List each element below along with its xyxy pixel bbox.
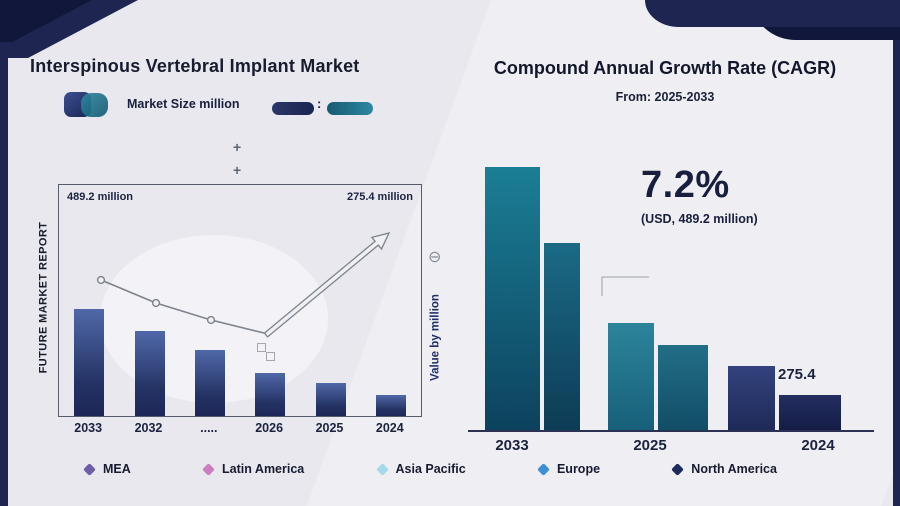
market-bar-2025 [315,383,346,416]
market-x-label-2025: 2025 [315,421,344,435]
legend-diamond-icon [202,462,215,476]
legend-item-europe: Europe [537,462,601,476]
trend-marker [96,275,106,285]
cagr-bars [460,150,878,432]
chart-annotation-right: 275.4 million [346,191,413,203]
market-size-icon [64,92,108,117]
trend-marker [206,315,216,325]
cagr-value: 7.2% [641,164,730,206]
legend-item-latin-america: Latin America [202,462,305,476]
market-bar-2033 [74,309,105,416]
cagr-detail: (USD, 489.2 million) [641,212,758,226]
future-market-report-label: FUTURE MARKET REPORT [37,221,50,374]
chart-annotation-left: 489.2 million [67,191,134,203]
market-size-legend-label: Market Size million [127,97,240,111]
square-decoration [257,343,266,352]
cagr-bar-2025-primary [608,323,654,430]
value-axis-label: Value by million [429,294,442,381]
cagr-x-label-2024: 2024 [801,437,835,454]
cagr-bar-2033-primary [485,167,540,430]
market-bar-2026 [255,373,286,416]
cagr-chart [460,150,878,432]
circle-minus-icon: ⊖ [428,249,442,266]
top-right-navy-band [645,0,900,27]
step-bracket-decoration [601,276,649,296]
right-edge-strip [893,0,900,506]
legend-label: North America [691,462,777,476]
legend-item-mea: MEA [83,462,131,476]
legend-pill-teal [327,102,373,115]
cagr-bar-2024-secondary [779,395,841,430]
legend-diamond-icon [671,462,685,476]
square-decoration [266,352,275,361]
top-left-ribbon [0,0,138,58]
legend-label: Europe [556,462,601,476]
market-x-label-2033: 2033 [74,421,103,435]
cagr-bar-2033-secondary [544,243,580,430]
legend-item-asia-pacific: Asia Pacific [375,462,466,476]
market-bar-..... [194,350,225,416]
legend-diamond-icon [537,462,550,476]
cagr-baseline [468,430,874,432]
cagr-title: Compound Annual Growth Rate (CAGR) [493,58,837,78]
trend-line [100,279,265,334]
market-bar-2024 [375,395,406,416]
market-x-label-.....: ..... [200,421,218,435]
legend-pill-separator: : [317,96,322,111]
trend-svg [96,232,391,338]
plus-decoration: + [233,139,242,155]
cagr-x-labels: 2033 2025 2024 [460,437,878,459]
cagr-x-label-2033: 2033 [495,437,529,454]
market-bars [59,185,421,416]
market-size-chart: 489.2 million 275.4 million [58,184,422,417]
region-legend: MEA Latin America Asia Pacific Europe North … [83,462,777,476]
market-title: Interspinous Vertebral Implant Market [30,56,360,76]
cagr-highlight-value: 275.4 [778,366,816,383]
market-x-label-2024: 2024 [375,421,404,435]
legend-label: MEA [103,462,131,476]
market-x-labels: 2033 2032..... 2026 2025 2024 [58,421,420,435]
cagr-bar-2024-primary [728,366,775,430]
legend-diamond-icon [83,462,96,476]
trend-arrow-icon [263,232,391,338]
legend-diamond-icon [375,462,389,476]
cagr-bar-2025-secondary [658,345,708,430]
market-bar-2032 [134,331,165,416]
trend-marker [151,298,161,308]
legend-label: Asia Pacific [395,462,466,476]
legend-pill-navy [272,102,314,115]
legend-label: Latin America [222,462,305,476]
cagr-x-label-2025: 2025 [633,437,667,454]
left-edge-strip [0,0,8,506]
legend-item-north-america: North America [671,462,777,476]
plus-decoration: + [233,162,242,178]
market-x-label-2032: 2032 [134,421,163,435]
market-x-label-2026: 2026 [255,421,284,435]
cagr-subtitle: From: 2025-2033 [615,90,715,104]
